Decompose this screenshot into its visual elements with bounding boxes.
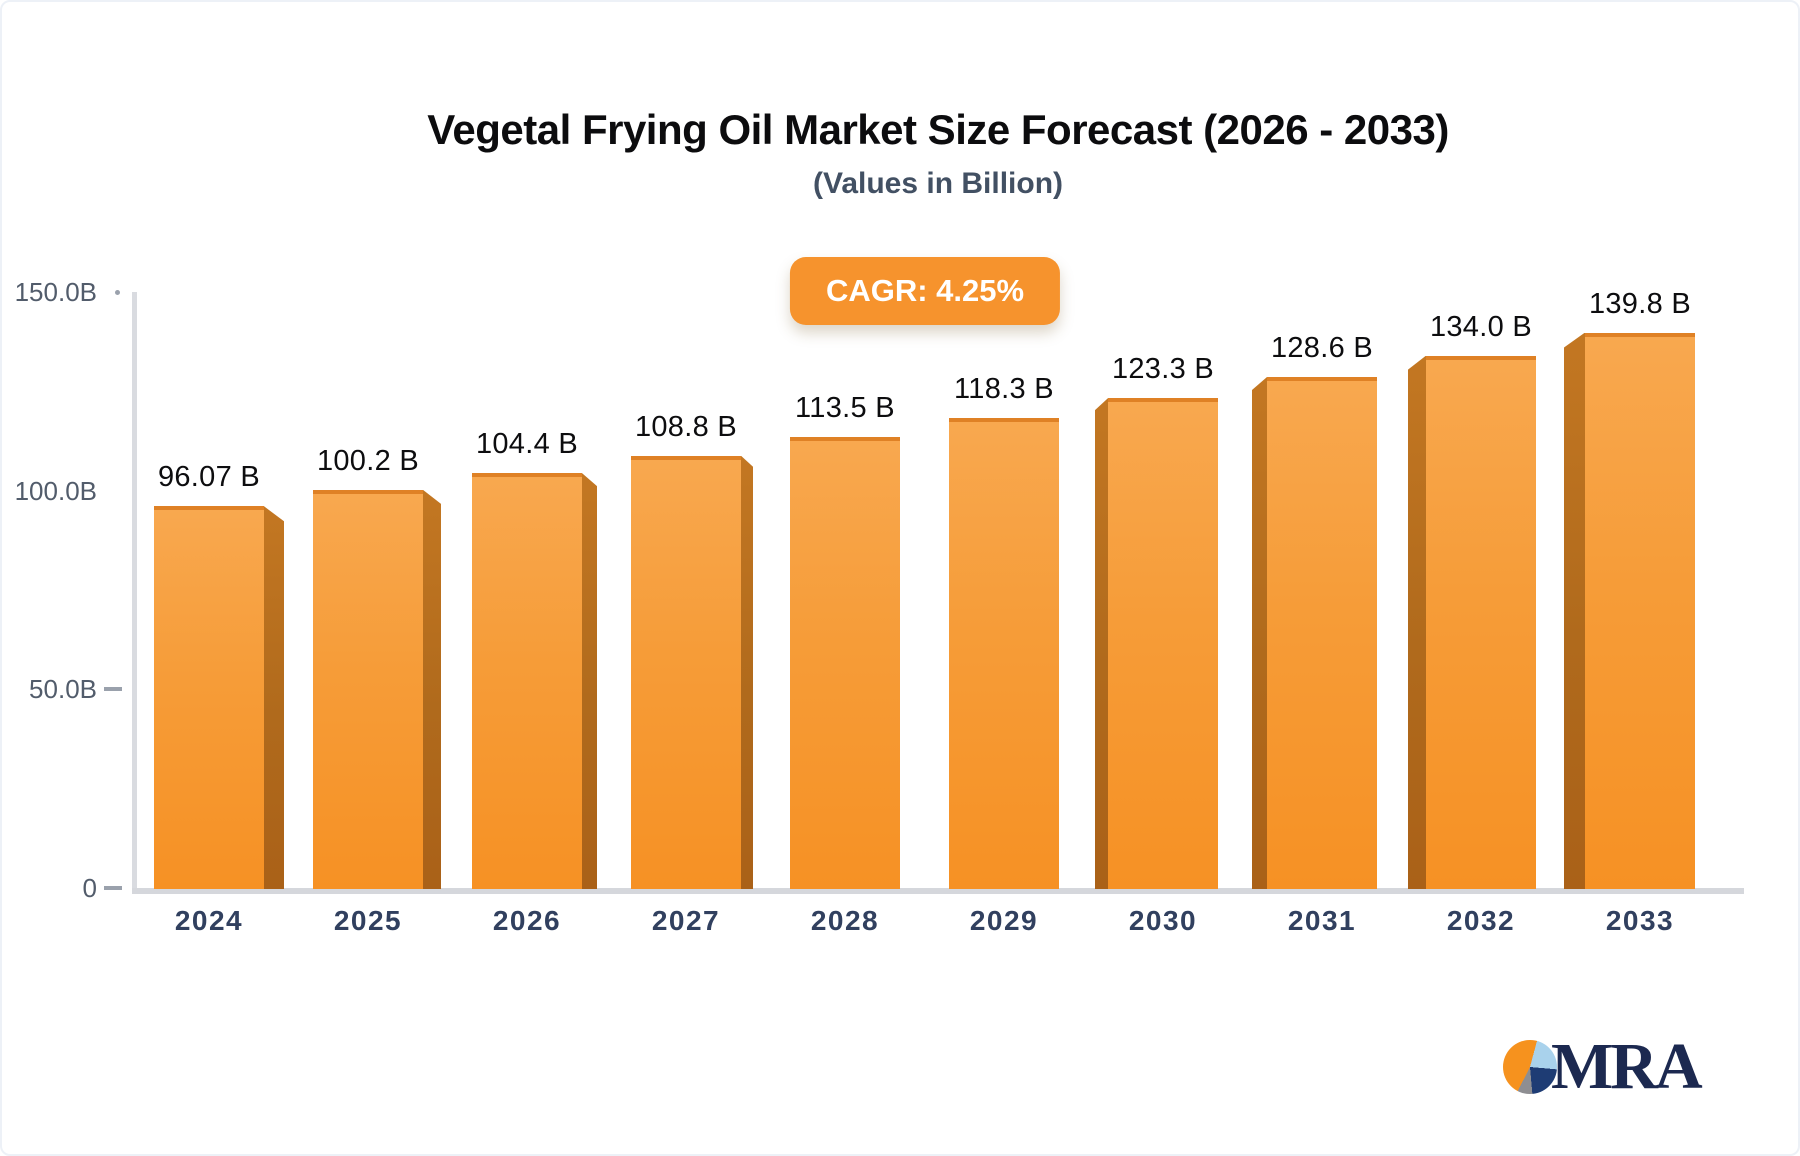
bar-value-label: 108.8 B bbox=[634, 410, 738, 443]
bar-2024 bbox=[154, 506, 264, 889]
bar-3d-side bbox=[1408, 355, 1426, 889]
y-axis-tick-mark bbox=[104, 687, 122, 692]
mra-logo: MRA bbox=[1503, 1030, 1703, 1103]
x-axis-category-label: 2030 bbox=[1128, 905, 1198, 936]
chart-subtitle: (Values in Billion) bbox=[812, 167, 1064, 200]
bar-2029 bbox=[949, 417, 1059, 889]
bar-3d-side bbox=[423, 489, 441, 889]
bar-2033 bbox=[1585, 332, 1695, 889]
y-axis-line bbox=[132, 292, 137, 890]
logo-text: MRA bbox=[1551, 1030, 1703, 1103]
cagr-badge: CAGR: 4.25% bbox=[789, 257, 1061, 325]
bar-3d-side bbox=[741, 455, 753, 889]
bar-value-label: 134.0 B bbox=[1429, 310, 1533, 343]
bar-2030 bbox=[1108, 398, 1218, 889]
x-axis-category-label: 2029 bbox=[969, 905, 1039, 936]
bar-2025 bbox=[313, 489, 423, 889]
y-axis-tick-label: 50.0B bbox=[29, 674, 97, 705]
x-axis-category-label: 2024 bbox=[174, 905, 244, 936]
y-axis-tick-mark bbox=[115, 290, 120, 295]
bar-value-label: 118.3 B bbox=[954, 372, 1054, 405]
bar-3d-side bbox=[1564, 332, 1585, 889]
pie-chart-logo-icon bbox=[1503, 1040, 1557, 1094]
x-axis-category-label: 2031 bbox=[1287, 905, 1357, 936]
y-axis-tick-mark bbox=[104, 886, 122, 890]
x-axis-category-label: 2026 bbox=[492, 905, 562, 936]
bar-2028 bbox=[790, 437, 900, 889]
y-axis-tick-label: 0 bbox=[82, 873, 97, 903]
bar-value-label: 113.5 B bbox=[795, 392, 895, 425]
x-axis-category-label: 2028 bbox=[810, 905, 880, 936]
bar-2032 bbox=[1426, 355, 1536, 889]
y-axis-tick-label: 150.0B bbox=[14, 277, 97, 307]
y-axis-tick-label: 100.0B bbox=[14, 475, 97, 506]
bar-3d-side bbox=[1252, 377, 1267, 889]
bar-value-label: 128.6 B bbox=[1270, 332, 1374, 365]
chart-title: Vegetal Frying Oil Market Size Forecast … bbox=[427, 106, 1449, 153]
x-axis-category-label: 2032 bbox=[1446, 905, 1516, 936]
bar-value-label: 96.07 B bbox=[157, 461, 261, 494]
bar-value-label: 123.3 B bbox=[1111, 353, 1215, 386]
bar-value-label: 104.4 B bbox=[475, 428, 579, 461]
bar-3d-side bbox=[1095, 398, 1108, 889]
bar-3d-side bbox=[264, 506, 284, 889]
bar-2026 bbox=[472, 473, 582, 889]
bar-3d-side bbox=[582, 473, 597, 889]
bar-2027 bbox=[631, 455, 741, 889]
bar-value-label: 139.8 B bbox=[1588, 287, 1692, 320]
bar-value-label: 100.2 B bbox=[316, 444, 420, 477]
x-axis-category-label: 2025 bbox=[333, 905, 403, 936]
x-axis-line bbox=[132, 888, 1744, 894]
x-axis-category-label: 2033 bbox=[1605, 905, 1675, 936]
x-axis-category-label: 2027 bbox=[651, 905, 721, 936]
bar-2031 bbox=[1267, 377, 1377, 889]
